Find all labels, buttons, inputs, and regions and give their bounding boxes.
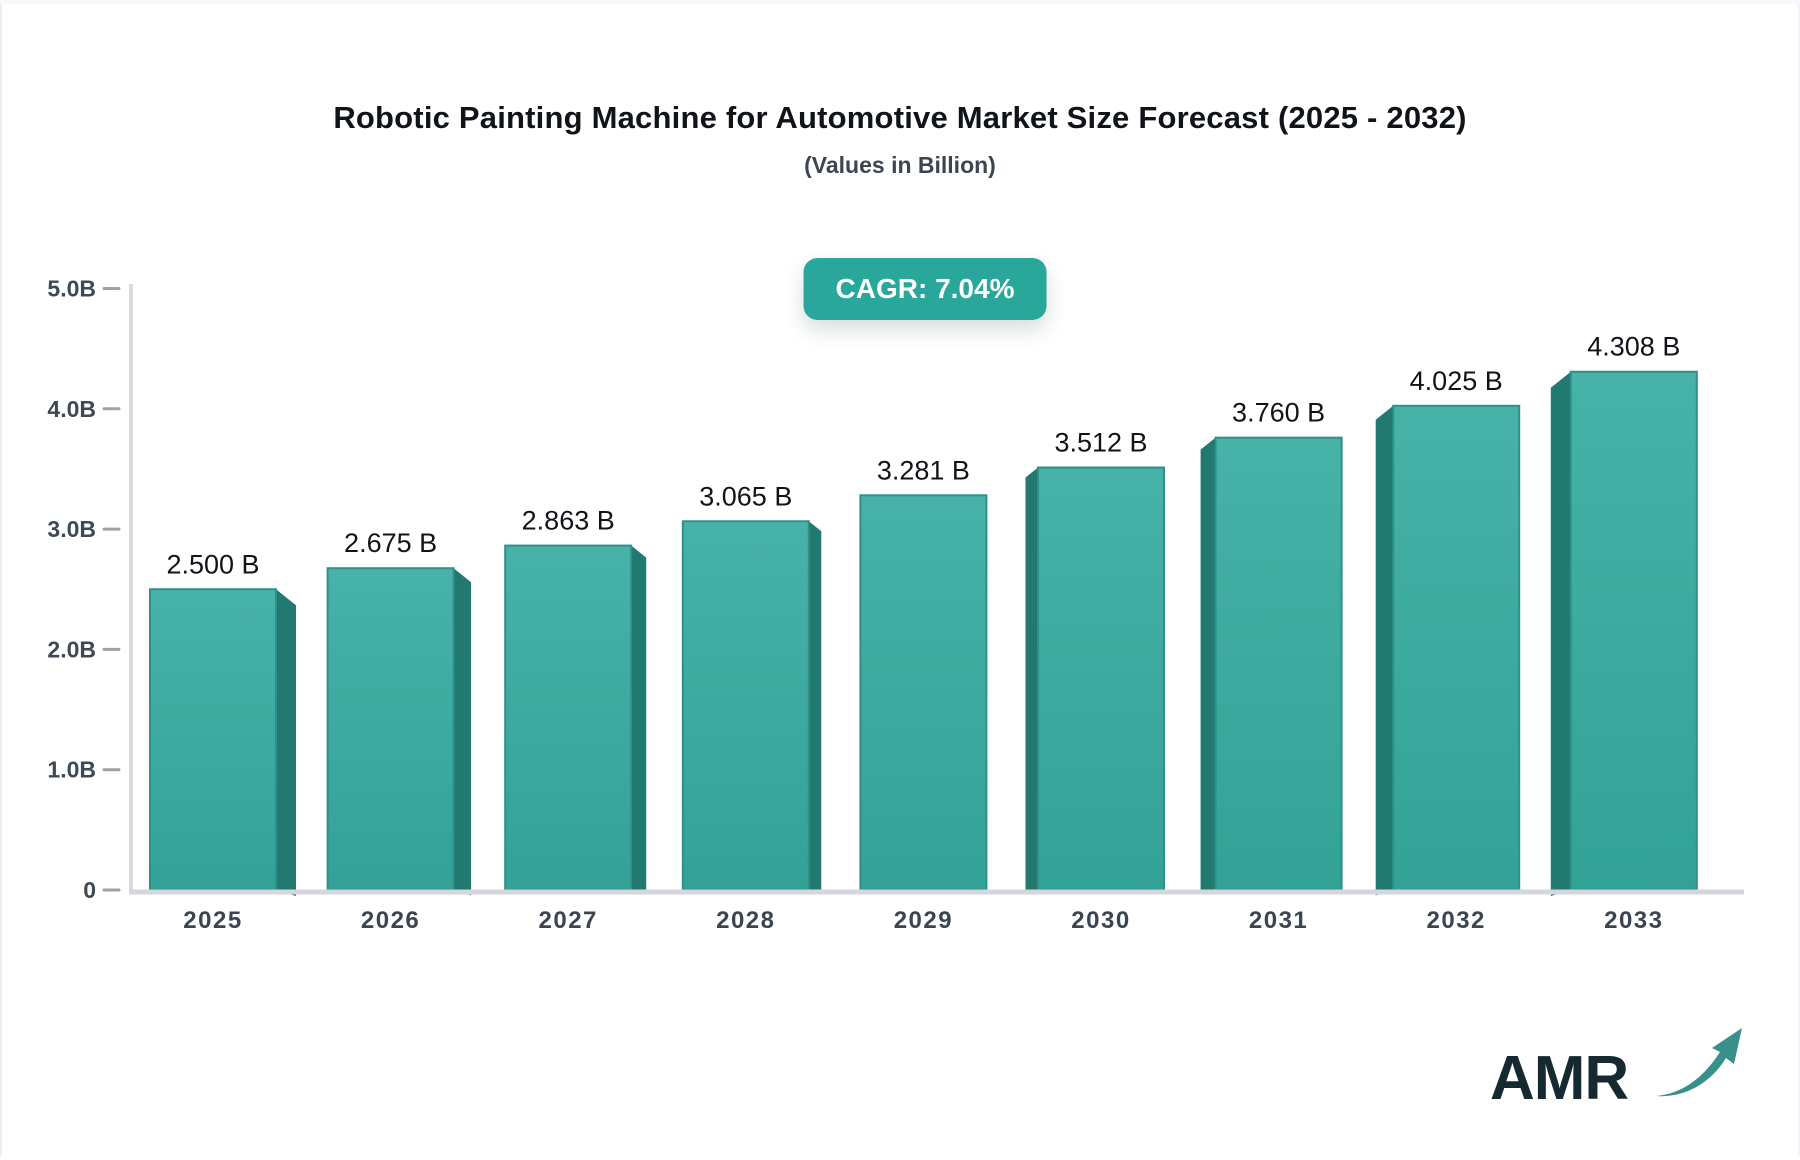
bar-value-label: 3.281 B bbox=[877, 455, 970, 485]
bar-side bbox=[1550, 371, 1571, 897]
bar-2033 bbox=[1569, 370, 1698, 891]
amr-logo: AMR bbox=[1490, 1028, 1742, 1128]
bar-side bbox=[1375, 405, 1394, 896]
bar-side bbox=[631, 545, 647, 895]
cagr-badge: CAGR: 7.04% bbox=[803, 258, 1047, 320]
y-tick-label: 3.0B bbox=[47, 516, 96, 542]
bar-value-label: 3.065 B bbox=[699, 481, 792, 511]
bar-2031 bbox=[1214, 436, 1343, 891]
x-axis-year-label: 2027 bbox=[539, 907, 598, 934]
y-tick-label: 5.0B bbox=[47, 276, 96, 302]
bar-side bbox=[453, 568, 472, 896]
page-right-border bbox=[1798, 4, 1800, 1156]
bar-2028 bbox=[681, 520, 810, 892]
bar-side bbox=[1025, 467, 1038, 894]
bar-value-label: 2.675 B bbox=[344, 528, 437, 558]
bar-value-label: 4.308 B bbox=[1587, 332, 1680, 362]
bar-value-label: 3.512 B bbox=[1054, 428, 1147, 458]
x-axis-year-label: 2028 bbox=[716, 907, 775, 934]
x-axis-year-label: 2025 bbox=[183, 907, 242, 934]
y-tick-label: 0 bbox=[83, 877, 96, 903]
bar-2027 bbox=[504, 544, 633, 892]
bar-side bbox=[808, 521, 822, 894]
chart-subtitle: (Values in Billion) bbox=[804, 152, 996, 178]
bar-side bbox=[1200, 437, 1216, 895]
x-axis-year-label: 2029 bbox=[894, 907, 953, 934]
x-axis-year-label: 2026 bbox=[361, 907, 420, 934]
bar-2025 bbox=[149, 588, 277, 891]
bar-value-label: 4.025 B bbox=[1410, 366, 1503, 396]
chart-title: Robotic Painting Machine for Automotive … bbox=[333, 100, 1467, 135]
y-tick-label: 4.0B bbox=[47, 396, 96, 422]
bar-value-label: 3.760 B bbox=[1232, 398, 1325, 428]
trend-up-arrow-icon bbox=[1656, 1028, 1742, 1097]
bar-2029 bbox=[859, 494, 988, 891]
bar-2026 bbox=[326, 567, 455, 891]
x-axis-year-label: 2030 bbox=[1071, 907, 1130, 934]
bar-value-label: 2.863 B bbox=[522, 506, 615, 536]
bar-2030 bbox=[1037, 466, 1165, 891]
bar-side bbox=[276, 589, 296, 896]
x-axis-year-label: 2031 bbox=[1249, 907, 1308, 934]
page-left-border bbox=[0, 4, 2, 1156]
bar-chart: 0 1.0B 2.0B 3.0B 4.0B 5.0B 2.500 B 2025 2.675 B 2… bbox=[47, 276, 1744, 934]
bar-2032 bbox=[1392, 404, 1521, 891]
y-tick-label: 2.0B bbox=[47, 636, 96, 662]
x-axis-year-label: 2032 bbox=[1427, 907, 1486, 934]
x-axis-year-label: 2033 bbox=[1604, 907, 1663, 934]
bar-value-label: 2.500 B bbox=[166, 549, 259, 579]
y-tick-label: 1.0B bbox=[47, 757, 96, 783]
amr-logo-text: AMR bbox=[1490, 1044, 1629, 1113]
